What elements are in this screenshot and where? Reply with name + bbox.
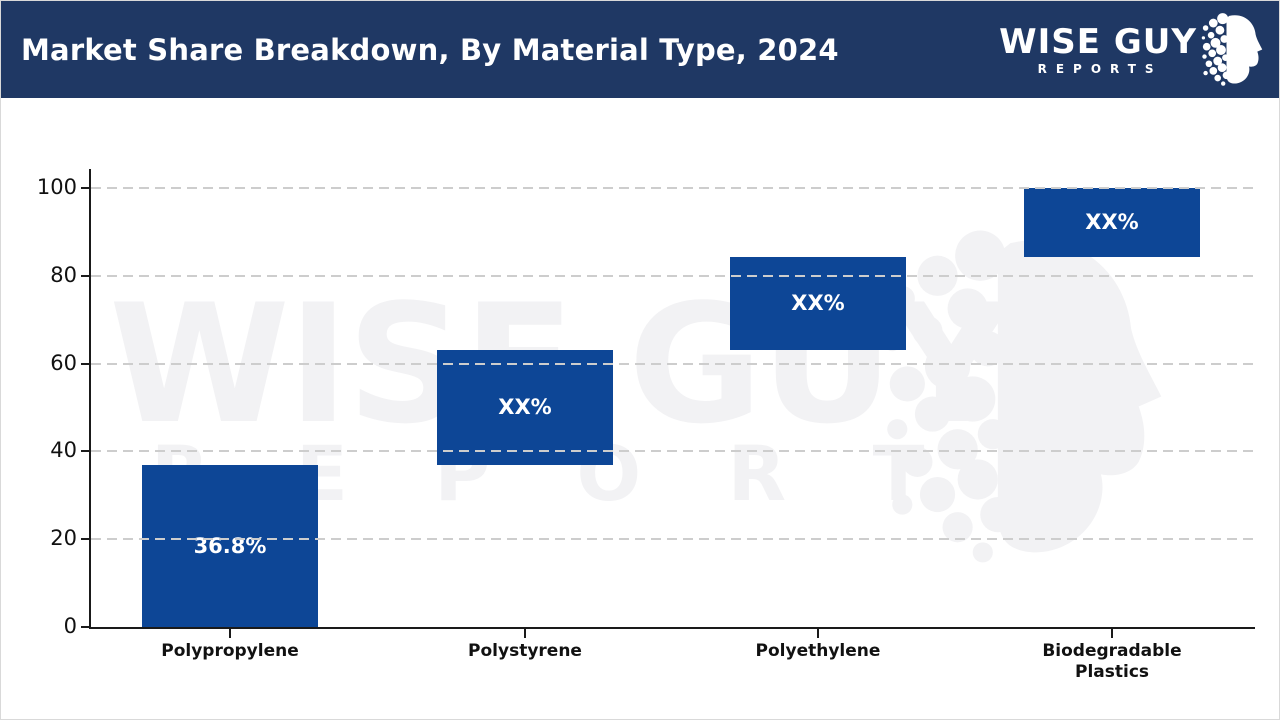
- bar: XX%: [730, 256, 906, 350]
- gridline: [91, 274, 1255, 277]
- bar-value-label: XX%: [1085, 210, 1139, 235]
- y-tick-mark: [81, 187, 90, 189]
- y-tick-mark: [81, 626, 90, 628]
- x-tick-mark: [1111, 629, 1113, 638]
- x-category-label: Biodegradable Plastics: [1042, 641, 1182, 683]
- x-category-label: Polystyrene: [468, 641, 582, 661]
- x-tick-mark: [817, 629, 819, 638]
- y-tick-label: 20: [50, 526, 77, 551]
- gridline: [91, 450, 1255, 453]
- wiseguy-logo-text: WISE GUY REPORTS: [999, 25, 1197, 75]
- y-tick-label: 0: [63, 614, 77, 638]
- bar: XX%: [1024, 188, 1200, 257]
- y-tick-label: 80: [50, 262, 77, 287]
- x-tick-mark: [229, 629, 231, 638]
- header: Market Share Breakdown, By Material Type…: [1, 1, 1279, 98]
- wiseguy-logo-line1: WISE GUY: [999, 21, 1197, 62]
- y-tick-mark: [81, 274, 90, 277]
- y-tick-label: 100: [36, 175, 77, 199]
- x-category-label: Polypropylene: [161, 641, 299, 661]
- y-tick-mark: [81, 450, 90, 453]
- gridline: [91, 187, 1255, 189]
- x-tick-mark: [524, 629, 526, 638]
- wiseguy-face-icon: [1199, 9, 1265, 91]
- y-tick-label: 60: [50, 350, 77, 375]
- x-category-label: Polyethylene: [755, 641, 881, 661]
- page-title: Market Share Breakdown, By Material Type…: [21, 32, 839, 67]
- x-axis-line: [89, 627, 1255, 629]
- wiseguy-logo: WISE GUY REPORTS: [999, 9, 1265, 91]
- gridline: [91, 362, 1255, 365]
- wiseguy-logo-line2: REPORTS: [1037, 61, 1163, 76]
- bar: 36.8%: [142, 465, 318, 627]
- bar: XX%: [437, 349, 613, 466]
- y-tick-mark: [81, 362, 90, 365]
- y-tick-mark: [81, 538, 90, 541]
- y-axis-line: [89, 169, 91, 629]
- bar-value-label: XX%: [791, 291, 845, 316]
- gridline: [91, 538, 1255, 541]
- bar-value-label: XX%: [498, 395, 552, 420]
- y-tick-label: 40: [50, 438, 77, 463]
